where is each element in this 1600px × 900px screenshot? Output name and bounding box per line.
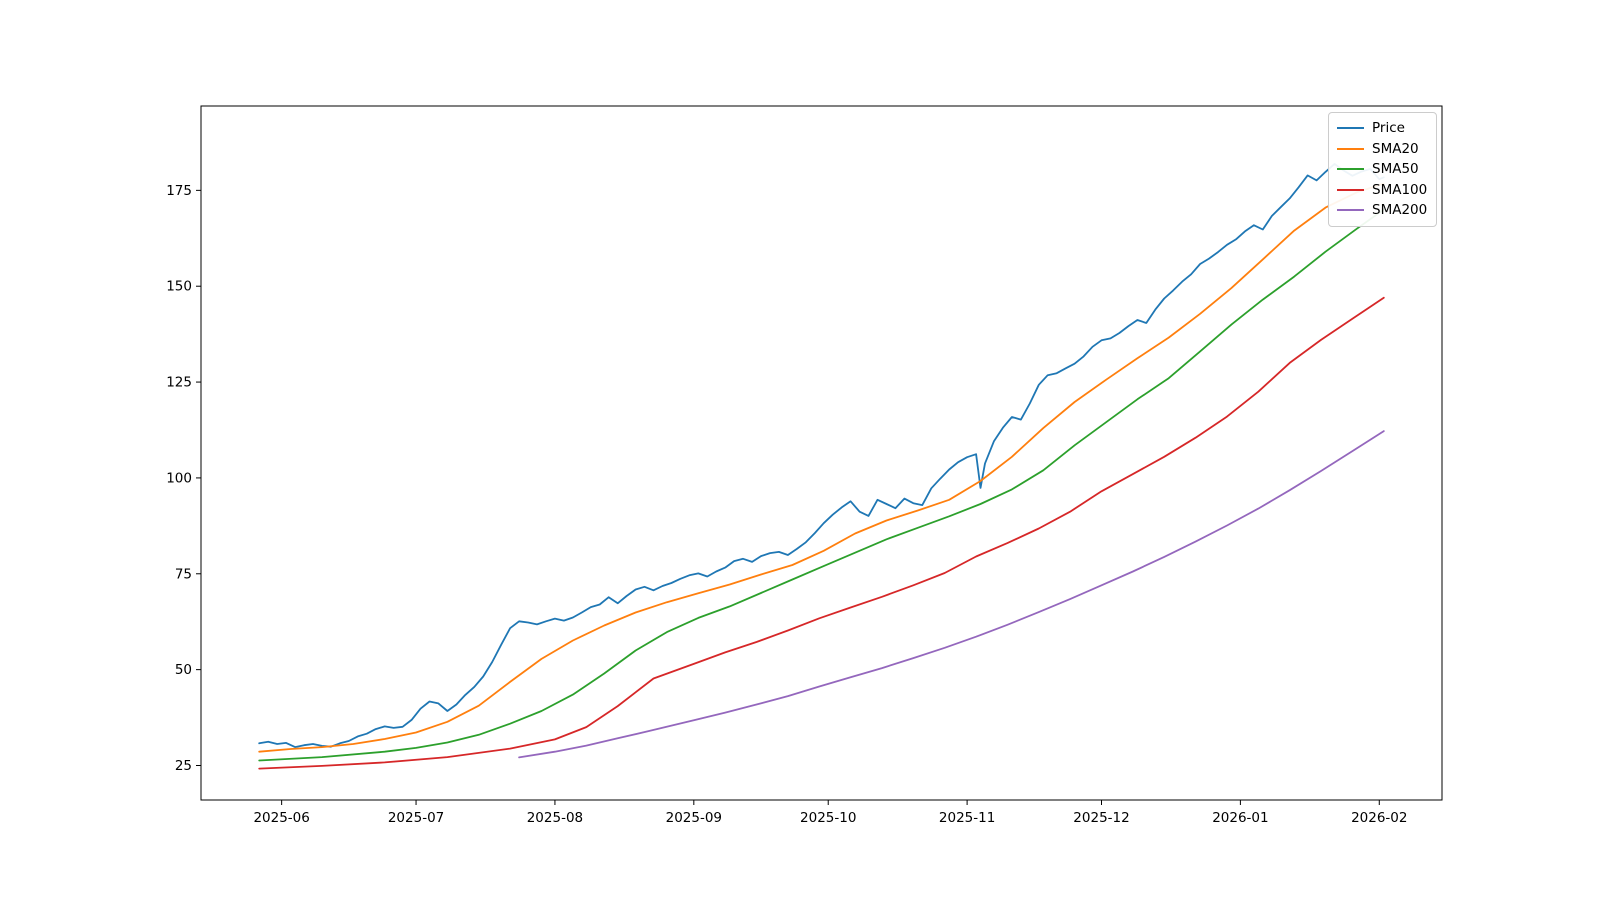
legend-line-swatch-sma20 [1337,147,1364,150]
legend-entry-price: Price [1337,118,1427,139]
legend-line-swatch-price [1337,127,1364,130]
y-tick-label: 25 [175,758,192,774]
y-tick-label: 50 [175,662,192,678]
legend-entry-sma200: SMA200 [1337,200,1427,221]
legend-line-swatch-sma200 [1337,209,1364,212]
legend-entry-sma100: SMA100 [1337,180,1427,201]
x-tick-label: 2025-09 [666,810,722,826]
legend-label: Price [1372,120,1405,137]
x-tick-label: 2026-02 [1351,810,1407,826]
legend-line-swatch-sma50 [1337,168,1364,171]
legend-line-swatch-sma100 [1337,188,1364,191]
legend-entry-sma50: SMA50 [1337,159,1427,180]
series-line-sma20 [258,182,1385,753]
y-tick-label: 150 [166,279,192,295]
series-line-sma100 [258,296,1385,770]
series-line-sma200 [518,430,1385,759]
x-tick-label: 2025-08 [527,810,583,826]
x-tick-label: 2026-01 [1212,810,1268,826]
plot-area [200,105,1443,801]
legend-entry-sma20: SMA20 [1337,139,1427,160]
x-tick-label: 2025-12 [1073,810,1129,826]
y-tick-label: 100 [166,470,192,486]
series-line-sma50 [258,208,1385,762]
legend: Price SMA20 SMA50 SMA100 SMA200 [1328,112,1438,227]
x-tick-label: 2025-11 [939,810,995,826]
x-tick-label: 2025-06 [253,810,309,826]
series-line-price [258,162,1385,748]
y-tick-label: 125 [166,375,192,391]
x-tick-label: 2025-10 [800,810,856,826]
legend-label: SMA200 [1372,202,1428,219]
legend-label: SMA50 [1372,161,1419,178]
y-tick-label: 175 [166,183,192,199]
legend-label: SMA20 [1372,140,1419,157]
y-tick-label: 75 [175,566,192,582]
x-tick-label: 2025-07 [388,810,444,826]
legend-label: SMA100 [1372,181,1428,198]
